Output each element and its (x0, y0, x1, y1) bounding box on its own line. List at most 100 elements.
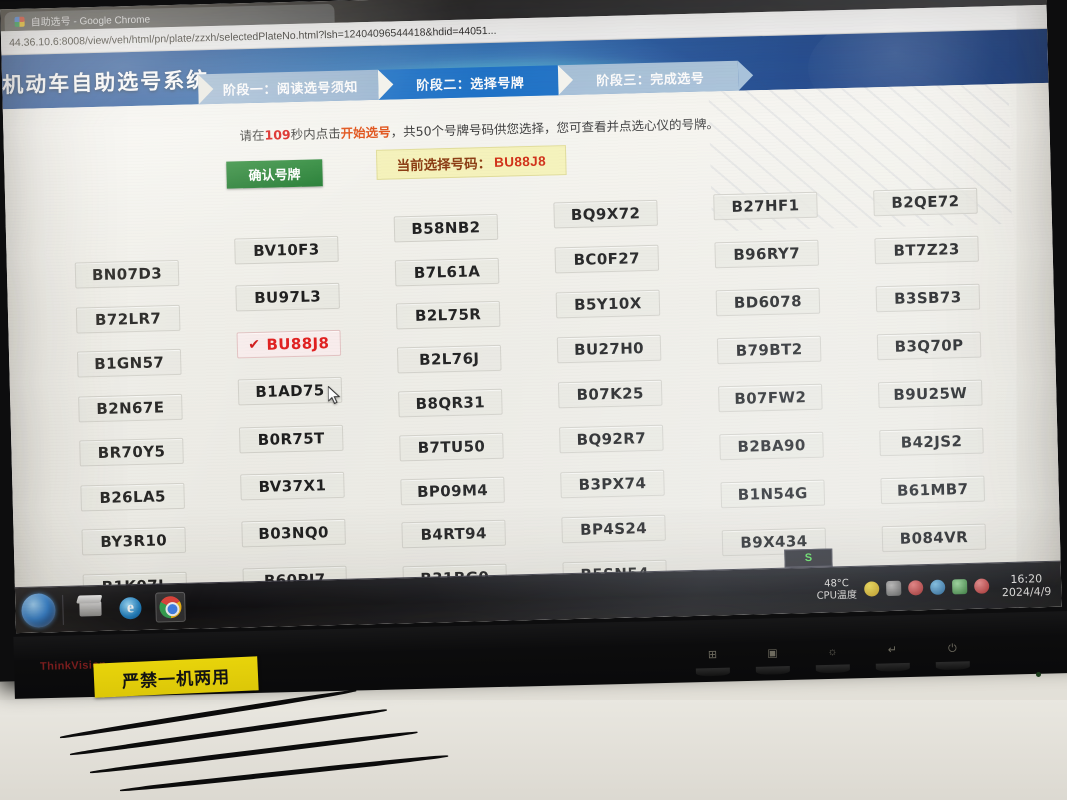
tray-security-icon[interactable] (929, 579, 945, 595)
plate-option[interactable]: BV37X1 (212, 460, 373, 511)
power-icon[interactable]: ⏻ (935, 643, 971, 674)
plate-chip: B3Q70P (876, 331, 982, 361)
start-button[interactable] (21, 592, 56, 628)
plate-option[interactable]: B3PX74 (532, 459, 693, 508)
plate-option[interactable]: B7L61A (367, 248, 528, 296)
plate-grid[interactable]: BN07D3 B72LR7 B1GN57 B2N67E BR70Y5 B26LA5 BY3R… (45, 176, 1015, 610)
plate-option[interactable]: BR70Y5 (51, 428, 212, 477)
taskbar-clock[interactable]: 16:20 2024/4/9 (1001, 571, 1052, 599)
plate-option[interactable]: BU27H0 (529, 325, 690, 374)
plate-option[interactable]: BY3R10 (53, 517, 214, 566)
page-body: 阶段一：阅读选号须知 阶段二：选择号牌 阶段三：完成选号 请在109秒内点击开始… (2, 60, 1062, 634)
plate-chip: B2L76J (396, 345, 502, 374)
plate-option[interactable]: B2QE72 (845, 176, 1006, 228)
plate-option[interactable]: B26LA5 (52, 473, 213, 522)
plate-chip: B03NQ0 (241, 518, 346, 548)
plate-option[interactable]: B2L75R (368, 292, 529, 340)
plate-option[interactable]: B0R75T (211, 413, 372, 464)
button-ridge (935, 661, 970, 671)
button-ridge (755, 665, 790, 675)
plate-option[interactable]: B9U25W (850, 368, 1011, 420)
plate-option[interactable]: BP09M4 (372, 467, 533, 515)
plate-option[interactable]: B07FW2 (690, 372, 851, 424)
plate-option[interactable]: B72LR7 (48, 295, 209, 344)
plate-option[interactable]: B42JS2 (851, 416, 1012, 468)
cpu-temp-label: CPU温度 (816, 589, 858, 602)
tray-mail-icon[interactable] (973, 578, 989, 594)
plate-chip: B8QR31 (398, 388, 503, 418)
plate-option[interactable]: B3Q70P (849, 320, 1010, 372)
plate-chip: B27HF1 (713, 191, 818, 221)
tray-network-icon[interactable] (885, 580, 901, 597)
plate-number-label: B79BT2 (735, 340, 803, 360)
plate-option[interactable]: B3SB73 (847, 272, 1008, 324)
plate-option[interactable]: BQ9X72 (525, 190, 686, 239)
brightness-icon[interactable]: ☼ (815, 646, 851, 677)
step-3-finish[interactable]: 阶段三：完成选号 (557, 60, 739, 96)
plate-chip: BV10F3 (234, 235, 339, 265)
system-tray[interactable]: 48°C CPU温度 16:20 2024/4/9 (816, 571, 1061, 603)
tray-update-icon[interactable] (863, 581, 880, 597)
plate-chip: B58NB2 (393, 213, 499, 243)
tray-app-icon[interactable] (951, 579, 967, 595)
step-1-read-notice[interactable]: 阶段一：阅读选号须知 (197, 69, 379, 105)
plate-option[interactable]: B7TU50 (371, 423, 532, 471)
plate-option[interactable]: B61MB7 (852, 464, 1013, 516)
plate-chip: BQ92R7 (559, 424, 664, 454)
plate-option[interactable]: BC0F27 (526, 235, 687, 284)
plate-option[interactable]: B1AD75 (209, 366, 370, 417)
plate-option[interactable]: B58NB2 (365, 204, 526, 252)
plate-number-label: BQ9X72 (570, 204, 641, 225)
confirm-plate-button[interactable]: 确认号牌 (226, 159, 323, 189)
start-selection-link[interactable]: 开始选号 (340, 124, 391, 141)
plate-option[interactable]: B03NQ0 (213, 508, 374, 559)
plate-option[interactable]: B2BA90 (691, 420, 852, 472)
plate-option[interactable]: BN07D3 (46, 250, 207, 299)
back-icon[interactable]: ↵ (875, 644, 911, 676)
plate-option[interactable]: B084VR (853, 512, 1014, 564)
plate-option[interactable]: BV10F3 (206, 224, 367, 275)
plate-option[interactable]: B2N67E (50, 384, 211, 433)
step-2-select-plate[interactable]: 阶段二：选择号牌 (377, 65, 559, 100)
plate-option[interactable]: ✔ BU88J8 (208, 319, 369, 370)
plate-option[interactable]: B8QR31 (370, 379, 531, 427)
internet-explorer-icon[interactable] (115, 592, 146, 623)
plate-column-2: BV10F3 BU97L3 ✔ BU88J8 B1AD75 B0R75T BV37X1 B03… (205, 192, 375, 606)
plate-option[interactable]: B07K25 (530, 370, 691, 419)
plate-chip: BU97L3 (235, 282, 340, 312)
plate-number-label: B1GN57 (94, 353, 165, 374)
plate-number-label: BU27H0 (573, 339, 645, 360)
plate-number-label: B084VR (899, 528, 969, 548)
plate-number-label: B7TU50 (417, 437, 486, 457)
plate-option[interactable]: BP4S24 (533, 504, 694, 553)
plate-chip: B4RT94 (401, 520, 507, 549)
tray-volume-icon[interactable] (907, 580, 923, 596)
plate-chip: B0R75T (238, 424, 344, 454)
plate-option[interactable]: BT7Z23 (846, 224, 1007, 276)
plate-number-label: B5Y10X (573, 294, 642, 315)
plate-chip: BP4S24 (561, 514, 666, 543)
plate-number-label: B4RT94 (420, 524, 488, 545)
plate-option[interactable]: B1N54G (692, 468, 853, 520)
plate-option[interactable]: B4RT94 (373, 510, 534, 558)
chrome-icon[interactable] (155, 591, 186, 623)
plate-option[interactable]: BD6078 (687, 276, 848, 328)
plate-option[interactable]: B2L76J (369, 335, 530, 383)
tray-overflow-popup[interactable]: S (784, 548, 833, 568)
plate-chip: B72LR7 (75, 304, 181, 334)
input-source-icon[interactable]: ⊞ (695, 649, 731, 681)
plate-option[interactable]: B27HF1 (685, 180, 846, 232)
plate-option[interactable]: BQ92R7 (531, 414, 692, 463)
plate-option[interactable]: B79BT2 (689, 324, 850, 376)
plate-option[interactable]: B5Y10X (527, 280, 688, 329)
plate-option[interactable]: BU97L3 (207, 271, 368, 322)
plate-number-label: B2L76J (418, 349, 480, 370)
plate-option[interactable]: B1GN57 (49, 339, 210, 388)
plate-option[interactable]: B96RY7 (686, 228, 847, 280)
menu-icon[interactable]: ▣ (755, 647, 791, 679)
scanner-icon[interactable] (75, 593, 106, 624)
plate-chip: B2N67E (78, 393, 183, 423)
button-ridge (695, 667, 731, 677)
browser-tab-title: 自助选号 - Google Chrome (30, 14, 151, 29)
plate-chip: B96RY7 (714, 239, 820, 269)
